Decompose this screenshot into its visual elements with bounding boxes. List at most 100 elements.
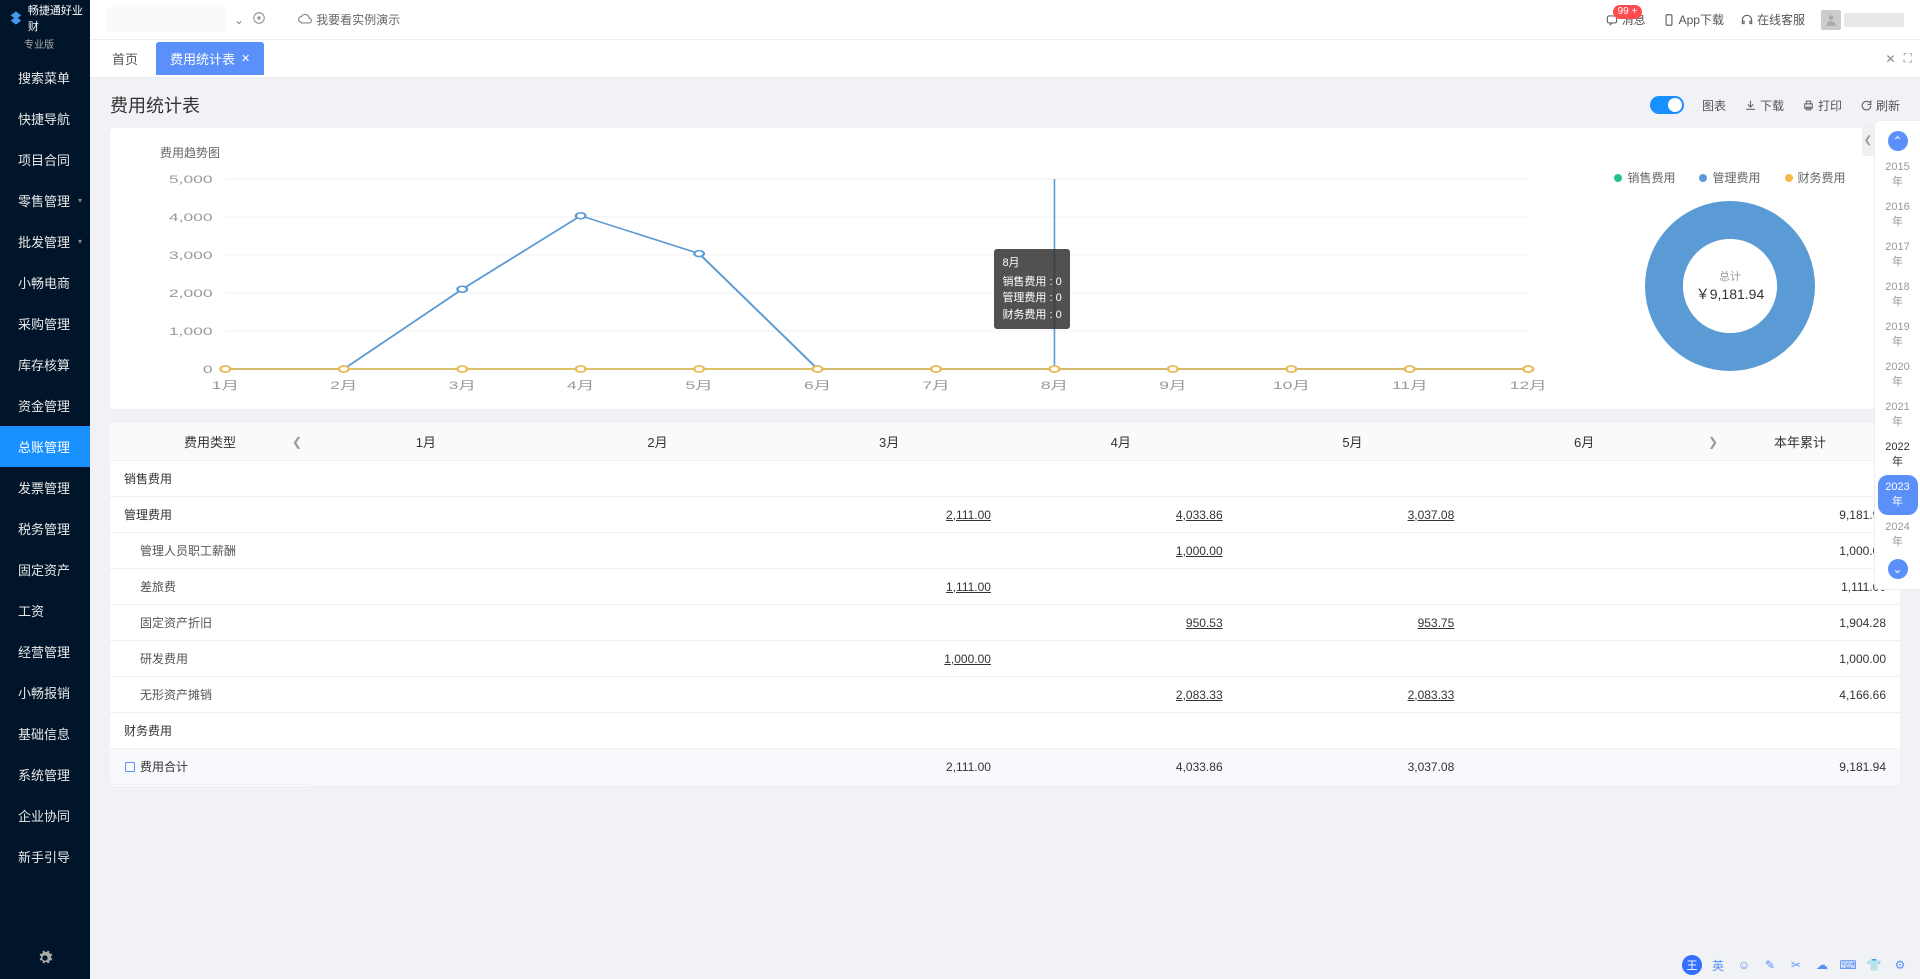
sidebar-item[interactable]: 资金管理 xyxy=(0,385,90,426)
year-item[interactable]: 2015年 xyxy=(1878,155,1918,195)
cell-value-link[interactable]: 953.75 xyxy=(1418,616,1455,630)
download-icon xyxy=(1744,99,1757,112)
cell-value-link[interactable]: 2,111.00 xyxy=(946,508,991,522)
brand-logo[interactable]: 畅捷通好业财 xyxy=(0,0,90,36)
sidebar: 畅捷通好业财 专业版 搜索菜单快捷导航项目合同零售管理▾批发管理▾小畅电商采购管… xyxy=(0,0,90,979)
legend-label: 管理费用 xyxy=(1712,169,1760,186)
close-icon[interactable]: ✕ xyxy=(241,52,250,65)
sidebar-item[interactable]: 库存核算 xyxy=(0,344,90,385)
settings-icon[interactable] xyxy=(252,11,266,28)
sidebar-item[interactable]: 批发管理▾ xyxy=(0,221,90,262)
table-row: 固定资产折旧 950.53 953.75 1,904.28 xyxy=(110,605,1900,641)
legend-item[interactable]: 管理费用 xyxy=(1699,169,1760,186)
col-prev[interactable]: ❮ xyxy=(292,435,302,449)
sidebar-item[interactable]: 新手引导 xyxy=(0,836,90,877)
user-menu[interactable] xyxy=(1821,10,1904,30)
cell-value-link[interactable]: 1,111.00 xyxy=(946,580,991,594)
year-item[interactable]: 2017年 xyxy=(1878,235,1918,275)
support-action[interactable]: 在线客服 xyxy=(1740,11,1805,28)
gear-icon xyxy=(37,950,53,966)
cell-value: 2,083.33 xyxy=(1005,677,1237,713)
cell-value xyxy=(310,713,542,749)
demo-link[interactable]: 我要看实例演示 xyxy=(298,11,400,28)
legend-item[interactable]: 销售费用 xyxy=(1614,169,1675,186)
tray-scissors-icon[interactable]: ✂ xyxy=(1786,955,1806,975)
col-next[interactable]: ❯ xyxy=(1708,435,1718,449)
cell-value xyxy=(1468,677,1700,713)
year-item[interactable]: 2023年 xyxy=(1878,475,1918,515)
row-total: 4,166.66 xyxy=(1700,677,1900,713)
tab[interactable]: 费用统计表✕ xyxy=(156,42,264,75)
tray-emoji-icon[interactable]: ☺ xyxy=(1734,955,1754,975)
tray-edit-icon[interactable]: ✎ xyxy=(1760,955,1780,975)
year-item[interactable]: 2022年 xyxy=(1878,435,1918,475)
sidebar-item[interactable]: 小畅报销 xyxy=(0,672,90,713)
sidebar-item[interactable]: 快捷导航 xyxy=(0,98,90,139)
print-button[interactable]: 打印 xyxy=(1802,97,1842,114)
messages-action[interactable]: 99 + 消息 xyxy=(1605,11,1646,28)
sidebar-item[interactable]: 企业协同 xyxy=(0,795,90,836)
sidebar-item[interactable]: 项目合同 xyxy=(0,139,90,180)
download-button[interactable]: 下载 xyxy=(1744,97,1784,114)
tray-cloud-icon[interactable]: ☁ xyxy=(1812,955,1832,975)
sidebar-item-label: 工资 xyxy=(18,601,44,620)
cell-value-link[interactable]: 4,033.86 xyxy=(1176,508,1223,522)
tray-gear-icon[interactable]: ⚙ xyxy=(1890,955,1910,975)
cell-value xyxy=(542,461,774,497)
year-item[interactable]: 2020年 xyxy=(1878,355,1918,395)
row-label: 固定资产折旧 xyxy=(110,605,310,641)
sidebar-item[interactable]: 发票管理 xyxy=(0,467,90,508)
trend-chart-title: 费用趋势图 xyxy=(160,144,1880,161)
sidebar-item[interactable]: 税务管理 xyxy=(0,508,90,549)
year-item[interactable]: 2018年 xyxy=(1878,275,1918,315)
sidebar-item[interactable]: 系统管理 xyxy=(0,754,90,795)
cell-value xyxy=(1468,569,1700,605)
sidebar-item[interactable]: 经营管理 xyxy=(0,631,90,672)
sidebar-item[interactable]: 总账管理 xyxy=(0,426,90,467)
sidebar-item[interactable]: 搜索菜单 xyxy=(0,57,90,98)
row-total: 1,904.28 xyxy=(1700,605,1900,641)
year-rail-collapse[interactable]: ❮ xyxy=(1862,124,1874,156)
sidebar-item[interactable]: 基础信息 xyxy=(0,713,90,754)
cell-value: 2,111.00 xyxy=(773,497,1005,533)
cell-value-link[interactable]: 2,083.33 xyxy=(1176,688,1223,702)
cell-value xyxy=(310,677,542,713)
year-scroll-up[interactable]: ⌃ xyxy=(1888,131,1908,151)
cell-value-link[interactable]: 950.53 xyxy=(1186,616,1223,630)
tray-user-icon[interactable]: 👕 xyxy=(1864,955,1884,975)
cell-value: 1,111.00 xyxy=(773,569,1005,605)
tray-keyboard-icon[interactable]: ⌨ xyxy=(1838,955,1858,975)
sidebar-item-label: 小畅电商 xyxy=(18,273,70,292)
sidebar-item[interactable]: 小畅电商 xyxy=(0,262,90,303)
cell-value-link[interactable]: 3,037.08 xyxy=(1408,508,1455,522)
refresh-button[interactable]: 刷新 xyxy=(1860,97,1900,114)
year-item[interactable]: 2019年 xyxy=(1878,315,1918,355)
legend-item[interactable]: 财务费用 xyxy=(1785,169,1846,186)
year-item[interactable]: 2024年 xyxy=(1878,515,1918,555)
tab[interactable]: 首页 xyxy=(98,42,152,75)
donut-chart[interactable]: 总计 ￥9,181.94 xyxy=(1640,196,1820,376)
sidebar-settings[interactable] xyxy=(0,940,90,979)
chart-toggle[interactable] xyxy=(1650,96,1684,114)
svg-text:9月: 9月 xyxy=(1159,380,1186,392)
sidebar-item[interactable]: 采购管理 xyxy=(0,303,90,344)
tab-close-all[interactable]: ✕ xyxy=(1886,52,1896,66)
app-download[interactable]: App下载 xyxy=(1662,11,1724,28)
trend-line-chart[interactable]: 01,0002,0003,0004,0005,0001月2月3月4月5月6月7月… xyxy=(130,169,1560,399)
ime-icon[interactable]: 王 xyxy=(1682,955,1702,975)
fullscreen-icon[interactable]: ⛶ xyxy=(1904,51,1912,66)
chevron-down-icon[interactable]: ⌄ xyxy=(234,13,244,27)
sidebar-item[interactable]: 零售管理▾ xyxy=(0,180,90,221)
year-scroll-down[interactable]: ⌄ xyxy=(1888,559,1908,579)
org-selector[interactable] xyxy=(106,7,226,32)
phone-icon xyxy=(1662,13,1676,27)
sidebar-item[interactable]: 工资 xyxy=(0,590,90,631)
year-item[interactable]: 2021年 xyxy=(1878,395,1918,435)
legend-label: 财务费用 xyxy=(1798,169,1846,186)
tray-lang[interactable]: 英 xyxy=(1708,955,1728,975)
sidebar-item[interactable]: 固定资产 xyxy=(0,549,90,590)
cell-value-link[interactable]: 1,000.00 xyxy=(1176,544,1223,558)
year-item[interactable]: 2016年 xyxy=(1878,195,1918,235)
cell-value-link[interactable]: 1,000.00 xyxy=(944,652,991,666)
cell-value-link[interactable]: 2,083.33 xyxy=(1408,688,1455,702)
